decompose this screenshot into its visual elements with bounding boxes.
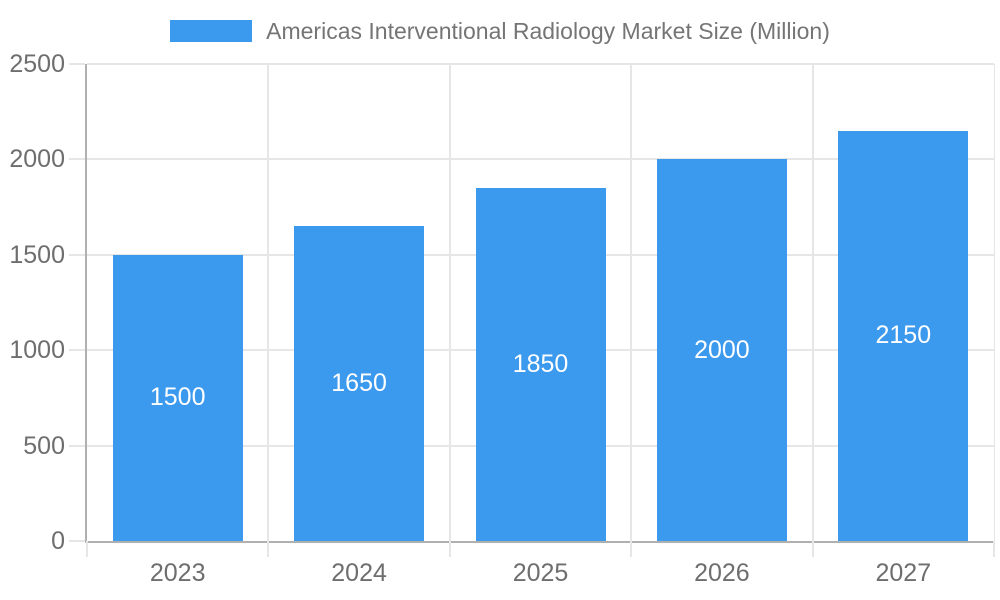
y-axis-tick xyxy=(69,63,85,65)
x-axis-tick xyxy=(993,541,995,557)
x-gridline xyxy=(811,64,814,541)
bar[interactable]: 2150 xyxy=(838,130,969,541)
bar[interactable]: 1500 xyxy=(112,254,243,541)
y-axis-tick-label: 500 xyxy=(23,431,65,460)
x-axis-tick-label: 2023 xyxy=(149,559,206,587)
bar[interactable]: 1650 xyxy=(294,226,425,541)
x-gridline xyxy=(630,64,633,541)
y-axis-tick xyxy=(69,540,85,542)
legend-swatch-icon xyxy=(170,20,253,42)
bar-value-label: 2000 xyxy=(694,335,750,364)
x-gridline xyxy=(448,64,451,541)
x-axis-tick xyxy=(86,541,88,557)
x-gridline xyxy=(267,64,270,541)
x-axis-tick xyxy=(811,541,814,557)
y-axis-tick-label: 2500 xyxy=(9,50,65,78)
y-gridline xyxy=(87,63,994,65)
bar[interactable]: 2000 xyxy=(656,159,787,541)
y-axis-tick xyxy=(69,253,85,256)
x-axis-tick xyxy=(448,541,451,557)
x-axis-tick xyxy=(630,541,633,557)
x-axis-tick-label: 2026 xyxy=(694,559,750,587)
y-axis-tick xyxy=(69,444,85,447)
bar-value-label: 1850 xyxy=(512,350,569,379)
y-axis-tick-label: 1000 xyxy=(9,336,65,365)
x-axis-tick-label: 2025 xyxy=(512,559,569,587)
legend-label: Americas Interventional Radiology Market… xyxy=(266,17,830,44)
y-axis-tick-label: 1500 xyxy=(9,240,65,269)
y-axis-tick xyxy=(69,158,85,161)
y-axis-tick-label: 2000 xyxy=(9,145,65,174)
x-axis-tick-label: 2027 xyxy=(875,559,932,587)
x-axis-tick-label: 2024 xyxy=(331,559,387,587)
bar-value-label: 1650 xyxy=(331,369,387,398)
bar[interactable]: 1850 xyxy=(475,188,606,541)
y-axis-tick-label: 0 xyxy=(51,527,65,555)
bar-value-label: 1500 xyxy=(149,383,206,412)
y-axis-tick xyxy=(69,349,85,352)
chart-legend[interactable]: Americas Interventional Radiology Market… xyxy=(0,17,1000,44)
plot-area: 0 500 1000 1500 2000 2500 1500 2023 1650 2024 1850… xyxy=(9,50,995,587)
x-axis-tick xyxy=(267,541,270,557)
bar-value-label: 2150 xyxy=(875,321,932,350)
y-gridline xyxy=(87,158,994,161)
